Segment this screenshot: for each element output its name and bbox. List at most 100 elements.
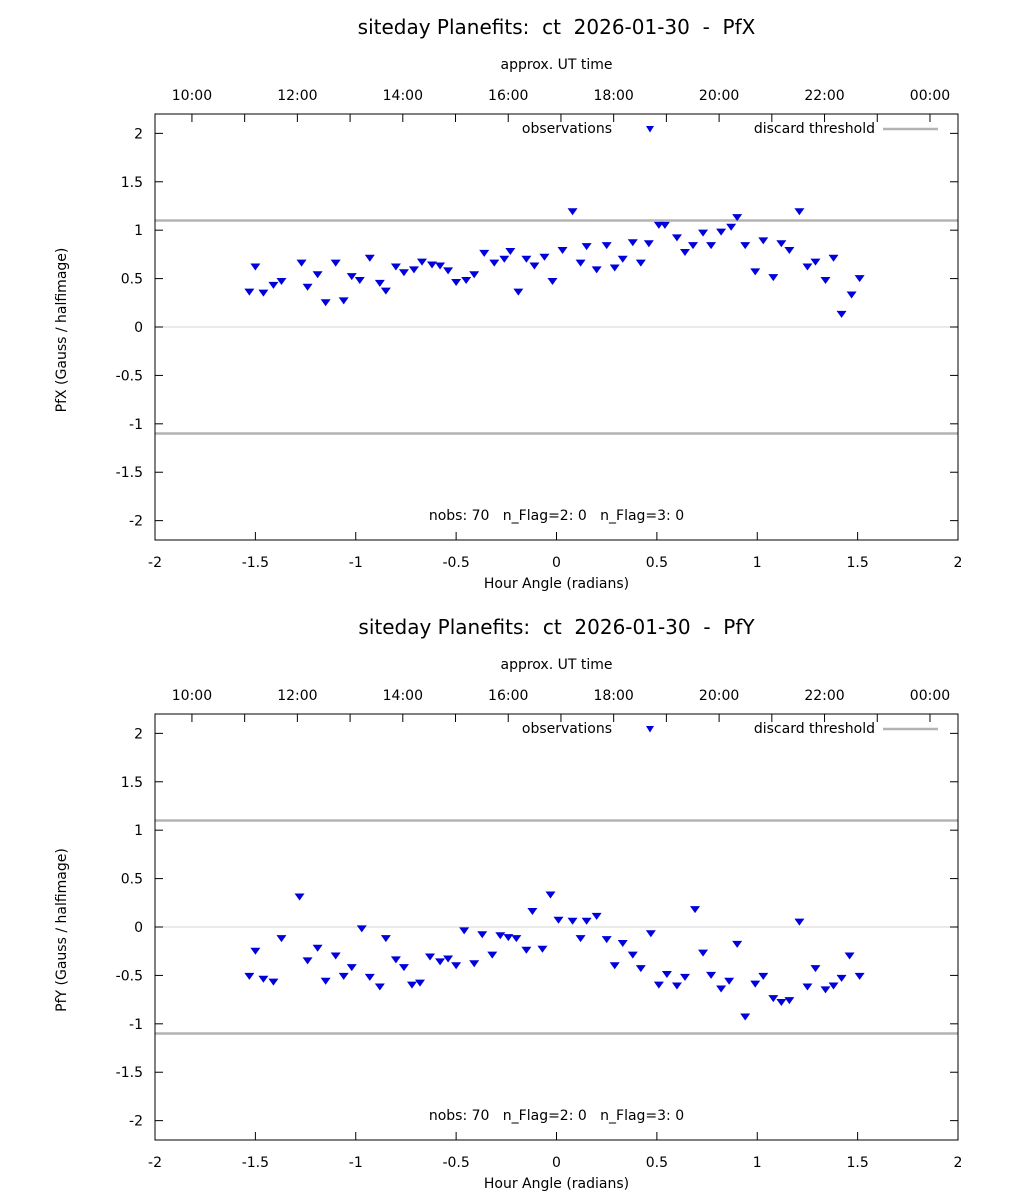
data-point [406, 981, 417, 989]
data-point [443, 267, 454, 275]
data-point [416, 258, 427, 266]
data-point [575, 935, 586, 943]
data-point [844, 952, 855, 960]
data-point [250, 947, 261, 955]
data-point [653, 981, 664, 989]
pfy-x-axis-title: Hour Angle (radians) [483, 1176, 630, 1192]
top-tick-label: 00:00 [910, 688, 950, 704]
legend-discard-threshold-label: discard threshold [753, 721, 875, 737]
x-tick-label: 0.5 [646, 555, 668, 571]
data-point [854, 972, 865, 980]
y-tick-label: 2 [134, 726, 143, 742]
top-tick-label: 10:00 [172, 688, 212, 704]
data-point [346, 273, 357, 281]
data-point [330, 259, 341, 267]
data-point [567, 208, 578, 216]
top-tick-label: 16:00 [488, 88, 528, 104]
data-point [758, 237, 769, 245]
data-point [776, 240, 787, 248]
pfy-chart: siteday Planefits: ct 2026-01-30 - PfY a… [0, 600, 1024, 1200]
data-point [276, 277, 287, 285]
data-point [425, 953, 436, 961]
top-tick-label: 22:00 [804, 88, 844, 104]
top-tick-label: 18:00 [593, 688, 633, 704]
data-point [374, 983, 385, 991]
data-point [706, 242, 717, 250]
data-point [330, 952, 341, 960]
data-point [244, 288, 255, 296]
data-point [354, 277, 365, 285]
x-tick-label: 2 [954, 555, 963, 571]
pfy-top-axis-title: approx. UT time [500, 657, 613, 673]
y-tick-label: 0 [134, 920, 143, 936]
data-point [802, 263, 813, 271]
data-point [268, 281, 279, 289]
data-point [627, 239, 638, 247]
data-point [521, 255, 532, 263]
data-point [505, 247, 516, 255]
data-point [768, 995, 779, 1003]
data-point [499, 255, 510, 263]
data-point [320, 299, 331, 307]
data-point [503, 934, 514, 942]
data-point [398, 964, 409, 972]
data-point [364, 254, 375, 262]
data-point [276, 935, 287, 943]
y-tick-label: 1.5 [121, 775, 143, 791]
data-point [750, 980, 761, 988]
legend-observations-marker [646, 126, 654, 133]
data-point [390, 956, 401, 964]
pfy-stats-text: nobs: 70 n_Flag=2: 0 n_Flag=3: 0 [428, 1108, 685, 1124]
data-point [679, 973, 690, 981]
data-point [461, 277, 472, 285]
y-tick-label: -1 [129, 417, 143, 433]
data-point [338, 972, 349, 980]
data-point [635, 965, 646, 973]
data-point [706, 971, 717, 979]
top-tick-label: 00:00 [910, 88, 950, 104]
data-point [794, 208, 805, 216]
data-point [553, 916, 564, 924]
data-point [575, 259, 586, 267]
data-point [732, 214, 743, 222]
y-tick-label: 1 [134, 223, 143, 239]
data-point [661, 970, 672, 978]
data-point [758, 972, 769, 980]
x-tick-label: -0.5 [442, 555, 469, 571]
y-tick-label: 1.5 [121, 175, 143, 191]
data-point [356, 925, 367, 933]
legend-observations-label: observations [521, 721, 612, 737]
data-point [740, 1013, 751, 1021]
data-point [601, 242, 612, 250]
data-point [469, 960, 480, 968]
pfx-chart-title: siteday Planefits: ct 2026-01-30 - PfX [357, 15, 756, 39]
data-point [828, 254, 839, 262]
data-point [529, 262, 540, 270]
top-tick-label: 20:00 [699, 688, 739, 704]
y-tick-label: -2 [129, 1114, 143, 1130]
data-point [698, 229, 709, 237]
data-point [724, 977, 735, 985]
top-tick-label: 12:00 [277, 88, 317, 104]
data-point [302, 957, 313, 965]
data-point [527, 908, 538, 916]
data-point [591, 266, 602, 274]
legend-observations-marker [646, 726, 654, 733]
top-tick-label: 14:00 [383, 688, 423, 704]
x-tick-label: 1.5 [846, 555, 868, 571]
pfx-stats-text: nobs: 70 n_Flag=2: 0 n_Flag=3: 0 [428, 508, 685, 524]
data-point [750, 268, 761, 276]
data-point [364, 973, 375, 981]
top-tick-label: 20:00 [699, 88, 739, 104]
data-point [810, 965, 821, 973]
x-tick-label: -2 [148, 1155, 162, 1171]
data-point [487, 951, 498, 959]
x-tick-label: -2 [148, 555, 162, 571]
top-tick-label: 14:00 [383, 88, 423, 104]
data-point [390, 263, 401, 271]
data-point [380, 287, 391, 295]
data-point [784, 997, 795, 1005]
data-point [740, 242, 751, 250]
data-point [810, 258, 821, 266]
